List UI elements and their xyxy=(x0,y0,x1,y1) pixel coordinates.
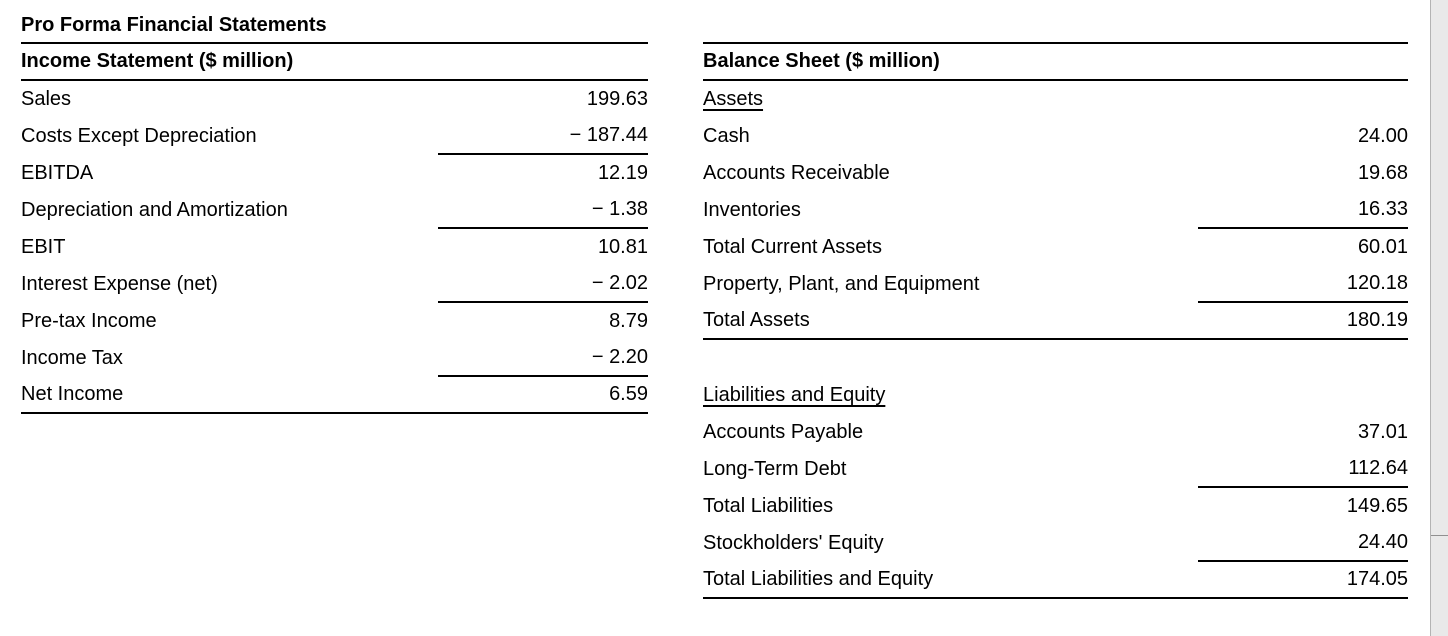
row-value: 8.79 xyxy=(609,310,648,332)
table-row: Total Liabilities and Equity 174.05 xyxy=(703,562,1408,599)
income-statement-header-text: Income Statement ($ million) xyxy=(21,50,294,72)
row-value: − 2.20 xyxy=(438,340,648,377)
table-row: Property, Plant, and Equipment 120.18 xyxy=(703,266,1408,303)
row-label: Costs Except Depreciation xyxy=(21,125,257,147)
table-row: Net Income 6.59 xyxy=(21,377,648,414)
row-label: Total Assets xyxy=(703,309,810,331)
row-value: 10.81 xyxy=(597,236,648,258)
row-label: Pre-tax Income xyxy=(21,310,157,332)
row-value: 149.65 xyxy=(1346,495,1408,517)
table-row: EBIT 10.81 xyxy=(21,229,648,266)
section-label-liabilities: Liabilities and Equity xyxy=(703,384,886,406)
row-label: Total Current Assets xyxy=(703,236,882,258)
table-row: Interest Expense (net) − 2.02 xyxy=(21,266,648,303)
row-label: Accounts Receivable xyxy=(703,162,890,184)
table-row: Costs Except Depreciation − 187.44 xyxy=(21,118,648,155)
row-value: 12.19 xyxy=(597,162,648,184)
section-label-assets: Assets xyxy=(703,88,764,110)
table-row: EBITDA 12.19 xyxy=(21,155,648,192)
table-row: Total Assets 180.19 xyxy=(703,303,1408,340)
row-value: 6.59 xyxy=(609,383,648,405)
row-label: Cash xyxy=(703,125,750,147)
row-value: 120.18 xyxy=(1198,266,1408,303)
table-row: Inventories 16.33 xyxy=(703,192,1408,229)
row-value: 199.63 xyxy=(586,88,648,110)
row-value: 60.01 xyxy=(1357,236,1408,258)
balance-sheet-header: Balance Sheet ($ million) xyxy=(703,42,1408,81)
table-row: Pre-tax Income 8.79 xyxy=(21,303,648,340)
row-value: − 1.38 xyxy=(438,192,648,229)
document-title-text: Pro Forma Financial Statements xyxy=(21,13,327,36)
row-label: Interest Expense (net) xyxy=(21,273,218,295)
table-row: Sales 199.63 xyxy=(21,81,648,118)
row-label: Total Liabilities and Equity xyxy=(703,568,934,590)
row-value: 24.40 xyxy=(1198,525,1408,562)
spacer-row xyxy=(703,340,1408,377)
row-value: 112.64 xyxy=(1198,451,1408,488)
liabilities-section-row: Liabilities and Equity xyxy=(703,377,1408,414)
row-label: Inventories xyxy=(703,199,801,221)
row-value: 24.00 xyxy=(1357,125,1408,147)
table-row: Income Tax − 2.20 xyxy=(21,340,648,377)
row-label: Net Income xyxy=(21,383,124,405)
balance-sheet-table: Balance Sheet ($ million) Assets Cash 24… xyxy=(703,42,1408,599)
row-label: EBITDA xyxy=(21,162,94,184)
table-row: Cash 24.00 xyxy=(703,118,1408,155)
table-row: Depreciation and Amortization − 1.38 xyxy=(21,192,648,229)
income-statement-table: Pro Forma Financial Statements Income St… xyxy=(21,8,648,414)
income-statement-header: Income Statement ($ million) xyxy=(21,44,648,81)
table-row: Total Liabilities 149.65 xyxy=(703,488,1408,525)
row-value: 37.01 xyxy=(1357,421,1408,443)
row-label: Total Liabilities xyxy=(703,495,834,517)
row-value: 180.19 xyxy=(1346,309,1408,331)
scrollbar-divider xyxy=(1431,535,1448,536)
table-row: Stockholders' Equity 24.40 xyxy=(703,525,1408,562)
row-label: Property, Plant, and Equipment xyxy=(703,273,980,295)
table-row: Accounts Receivable 19.68 xyxy=(703,155,1408,192)
row-value: − 2.02 xyxy=(438,266,648,303)
row-value: 16.33 xyxy=(1198,192,1408,229)
document-title: Pro Forma Financial Statements xyxy=(21,8,648,44)
row-label: Long-Term Debt xyxy=(703,458,847,480)
row-value: 19.68 xyxy=(1357,162,1408,184)
row-value: 174.05 xyxy=(1346,568,1408,590)
table-row: Accounts Payable 37.01 xyxy=(703,414,1408,451)
row-label: Sales xyxy=(21,88,72,110)
row-label: Accounts Payable xyxy=(703,421,864,443)
table-row: Long-Term Debt 112.64 xyxy=(703,451,1408,488)
table-row: Total Current Assets 60.01 xyxy=(703,229,1408,266)
balance-sheet-header-text: Balance Sheet ($ million) xyxy=(703,50,940,72)
row-label: Stockholders' Equity xyxy=(703,532,884,554)
scrollbar[interactable] xyxy=(1430,0,1448,636)
row-label: Income Tax xyxy=(21,347,123,369)
row-label: Depreciation and Amortization xyxy=(21,199,288,221)
row-value: − 187.44 xyxy=(438,118,648,155)
row-label: EBIT xyxy=(21,236,66,258)
assets-section-row: Assets xyxy=(703,81,1408,118)
